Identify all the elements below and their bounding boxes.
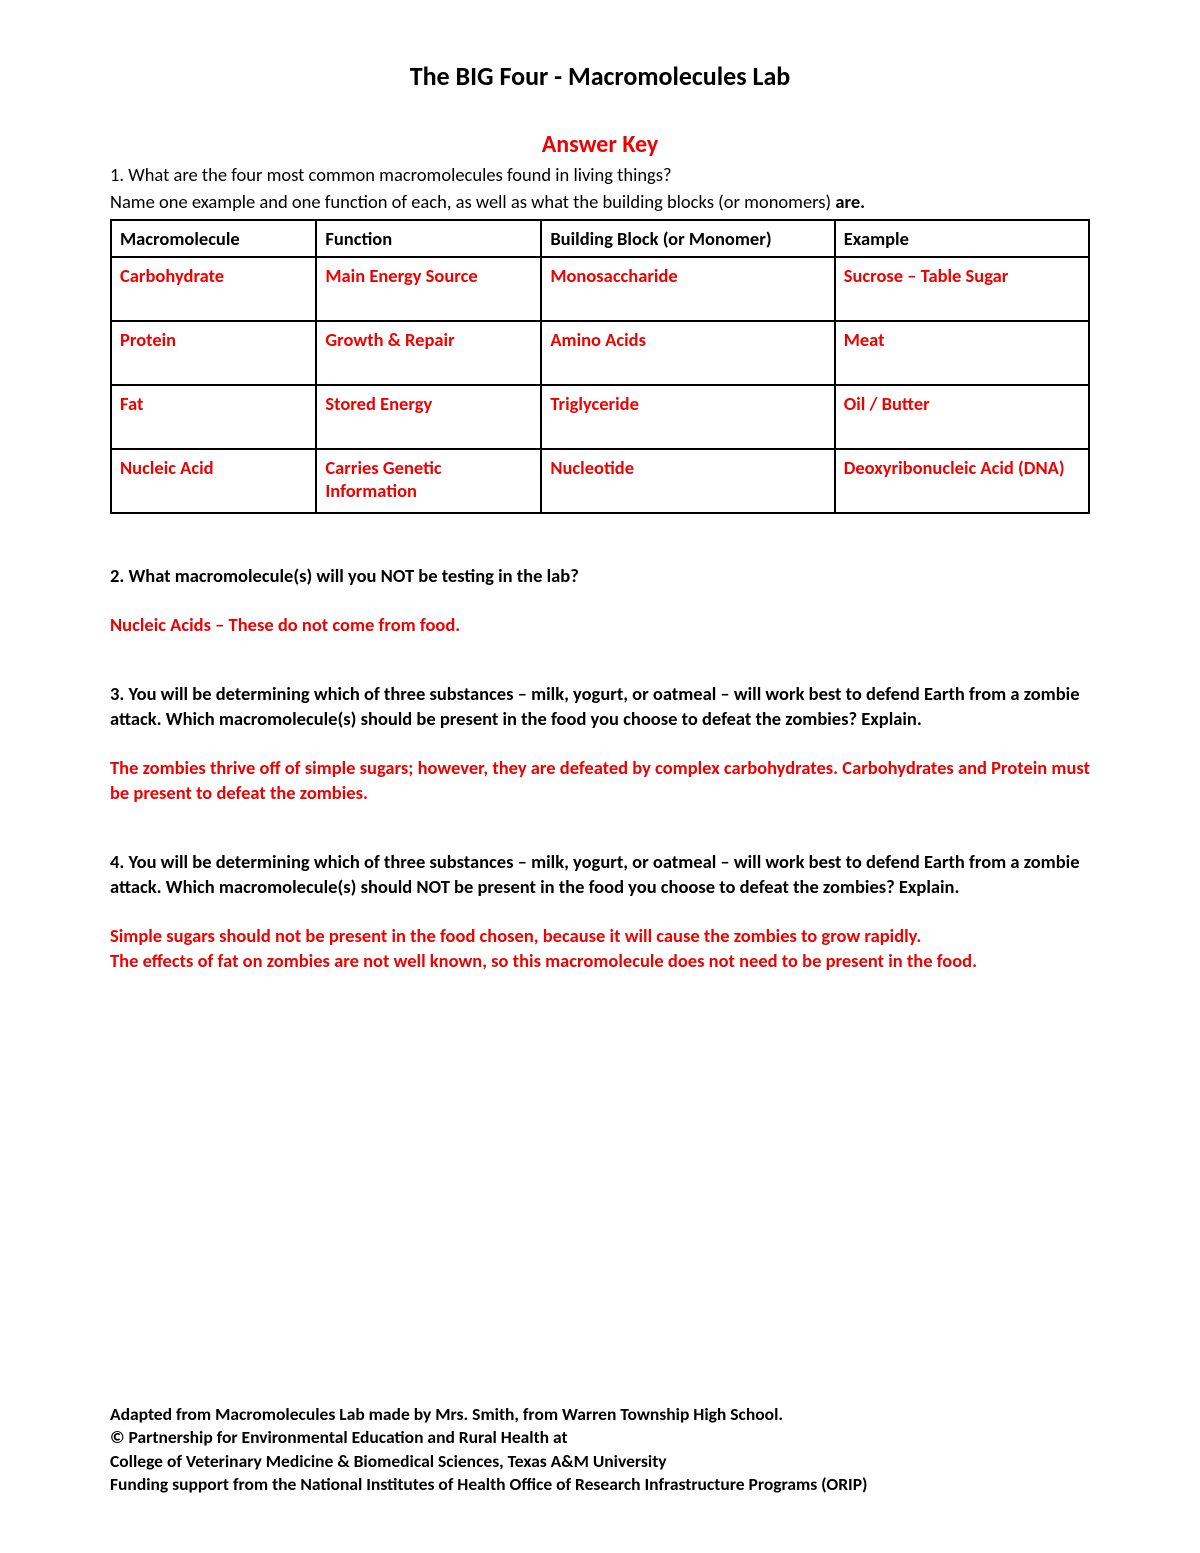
page-title: The BIG Four - Macromolecules Lab xyxy=(110,60,1090,92)
table-row: Fat Stored Energy Triglyceride Oil / But… xyxy=(111,385,1089,449)
cell-func-3: Carries Genetic Information xyxy=(325,456,441,502)
cell-macro-2: Fat xyxy=(120,392,143,415)
q4-answer-b: The effects of fat on zombies are not we… xyxy=(110,949,977,972)
q1-line2: Name one example and one function of eac… xyxy=(110,190,1090,215)
footer-l1: Adapted from Macromolecules Lab made by … xyxy=(110,1403,1090,1427)
answer-key-heading: Answer Key xyxy=(110,130,1090,159)
q3-text: 3. You will be determining which of thre… xyxy=(110,682,1090,732)
table-header-row: Macromolecule Function Building Block (o… xyxy=(111,220,1089,257)
q3-answer: The zombies thrive off of simple sugars;… xyxy=(110,756,1090,806)
footer: Adapted from Macromolecules Lab made by … xyxy=(110,1403,1090,1498)
cell-block-2: Triglyceride xyxy=(550,392,639,415)
cell-macro-0: Carbohydrate xyxy=(120,264,224,287)
q1-line2-text: Name one example and one function of eac… xyxy=(110,190,831,213)
q1-line2-bold: are. xyxy=(831,190,865,213)
cell-ex-1: Meat xyxy=(844,328,885,351)
footer-l3: College of Veterinary Medicine & Biomedi… xyxy=(110,1450,1090,1474)
footer-l2: © Partnership for Environmental Educatio… xyxy=(110,1426,1090,1450)
cell-block-1: Amino Acids xyxy=(550,328,646,351)
cell-block-0: Monosaccharide xyxy=(550,264,677,287)
cell-ex-3: Deoxyribonucleic Acid (DNA) xyxy=(844,456,1065,479)
macromolecule-table: Macromolecule Function Building Block (o… xyxy=(110,219,1090,514)
cell-func-2: Stored Energy xyxy=(325,392,432,415)
q4-answer-a: Simple sugars should not be present in t… xyxy=(110,924,921,947)
cell-func-1: Growth & Repair xyxy=(325,328,454,351)
th-building-block: Building Block (or Monomer) xyxy=(541,220,834,257)
q2-answer: Nucleic Acids – These do not come from f… xyxy=(110,613,1090,638)
th-macromolecule: Macromolecule xyxy=(111,220,316,257)
cell-ex-0: Sucrose – Table Sugar xyxy=(844,264,1009,287)
cell-macro-3: Nucleic Acid xyxy=(120,456,214,479)
q4-answer: Simple sugars should not be present in t… xyxy=(110,924,1090,974)
table-row: Carbohydrate Main Energy Source Monosacc… xyxy=(111,257,1089,321)
cell-macro-1: Protein xyxy=(120,328,176,351)
cell-block-3: Nucleotide xyxy=(550,456,634,479)
q2-text: 2. What macromolecule(s) will you NOT be… xyxy=(110,564,1090,589)
q4-text: 4. You will be determining which of thre… xyxy=(110,850,1090,900)
th-function: Function xyxy=(316,220,541,257)
table-row: Protein Growth & Repair Amino Acids Meat xyxy=(111,321,1089,385)
cell-ex-2: Oil / Butter xyxy=(844,392,930,415)
worksheet-page: The BIG Four - Macromolecules Lab Answer… xyxy=(0,0,1200,1553)
footer-l4: Funding support from the National Instit… xyxy=(110,1473,1090,1497)
cell-func-0: Main Energy Source xyxy=(325,264,477,287)
th-example: Example xyxy=(835,220,1089,257)
q1-line1: 1. What are the four most common macromo… xyxy=(110,163,1090,188)
table-row: Nucleic Acid Carries Genetic Information… xyxy=(111,449,1089,513)
